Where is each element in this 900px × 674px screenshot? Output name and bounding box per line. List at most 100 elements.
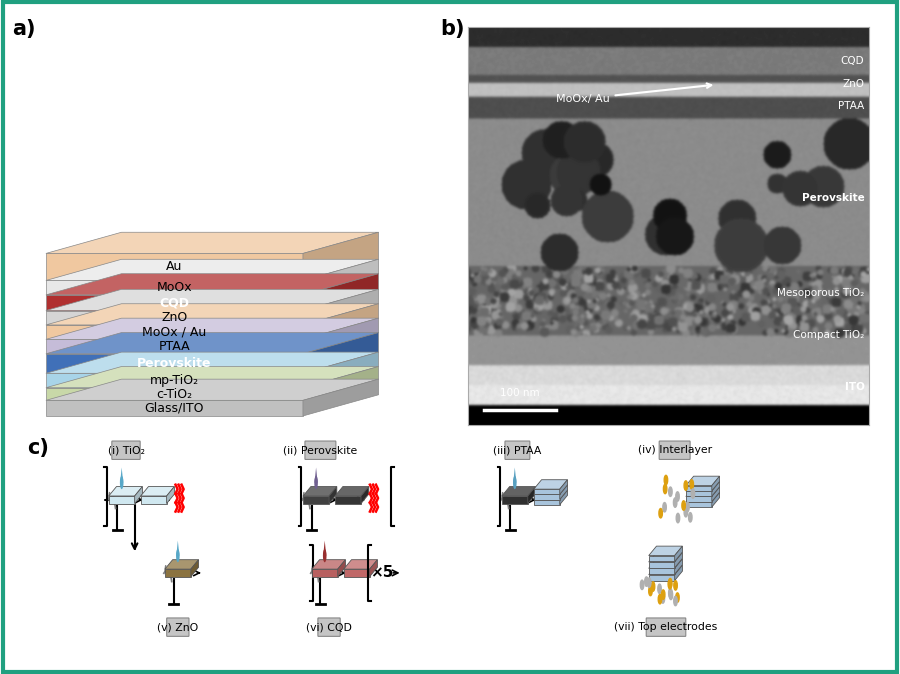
Polygon shape [649, 575, 675, 580]
Circle shape [663, 484, 667, 493]
Polygon shape [165, 569, 191, 577]
Polygon shape [649, 546, 682, 555]
Ellipse shape [176, 549, 180, 562]
Circle shape [662, 590, 665, 599]
Circle shape [690, 480, 694, 489]
Polygon shape [675, 546, 682, 561]
Polygon shape [46, 233, 379, 253]
Circle shape [647, 578, 651, 587]
Polygon shape [165, 559, 199, 569]
Polygon shape [303, 259, 379, 295]
FancyBboxPatch shape [659, 441, 690, 460]
Text: mp-TiO₂: mp-TiO₂ [150, 374, 199, 387]
Text: a): a) [12, 19, 35, 39]
Polygon shape [109, 496, 135, 503]
Polygon shape [534, 499, 560, 505]
Polygon shape [534, 494, 560, 499]
FancyBboxPatch shape [166, 618, 189, 636]
Circle shape [676, 492, 680, 501]
Polygon shape [686, 476, 720, 485]
Circle shape [658, 584, 662, 594]
Circle shape [684, 481, 688, 490]
Text: b): b) [440, 19, 464, 39]
Text: ZnO: ZnO [842, 79, 865, 89]
Polygon shape [361, 487, 369, 503]
Circle shape [674, 596, 677, 606]
Polygon shape [527, 487, 536, 503]
Polygon shape [303, 379, 379, 416]
Text: (vii) Top electrodes: (vii) Top electrodes [615, 622, 717, 632]
Polygon shape [649, 565, 682, 575]
Polygon shape [176, 541, 179, 555]
Polygon shape [560, 485, 568, 499]
Ellipse shape [323, 549, 327, 562]
Polygon shape [675, 553, 682, 568]
Circle shape [691, 489, 695, 498]
Text: CQD: CQD [841, 56, 865, 66]
Polygon shape [534, 485, 568, 494]
Text: (iv) Interlayer: (iv) Interlayer [637, 446, 712, 455]
Polygon shape [166, 487, 175, 503]
Polygon shape [335, 487, 369, 496]
Polygon shape [534, 490, 568, 499]
Polygon shape [140, 487, 175, 496]
Polygon shape [120, 468, 123, 483]
Polygon shape [338, 559, 346, 577]
Polygon shape [46, 304, 379, 325]
Polygon shape [560, 490, 568, 505]
Polygon shape [686, 491, 712, 496]
Text: PTAA: PTAA [838, 102, 865, 111]
Polygon shape [513, 468, 517, 483]
Polygon shape [46, 274, 379, 295]
Polygon shape [46, 339, 303, 354]
Polygon shape [502, 487, 536, 496]
Circle shape [669, 578, 672, 588]
Text: (v) ZnO: (v) ZnO [158, 622, 199, 632]
Circle shape [662, 503, 666, 512]
Text: Compact TiO₂: Compact TiO₂ [793, 330, 865, 340]
Polygon shape [323, 541, 327, 555]
Polygon shape [46, 259, 379, 280]
Circle shape [640, 580, 644, 590]
FancyBboxPatch shape [305, 441, 336, 460]
Text: Perovskite: Perovskite [137, 357, 211, 370]
Polygon shape [502, 496, 527, 503]
Polygon shape [534, 480, 568, 489]
Polygon shape [46, 311, 303, 325]
Polygon shape [46, 289, 379, 311]
Polygon shape [46, 318, 379, 339]
Polygon shape [303, 332, 379, 373]
Polygon shape [135, 487, 142, 503]
Circle shape [658, 594, 662, 604]
Polygon shape [303, 233, 379, 280]
Polygon shape [46, 388, 303, 400]
Polygon shape [46, 354, 303, 373]
Polygon shape [649, 568, 675, 574]
Text: ZnO: ZnO [161, 311, 187, 324]
Polygon shape [560, 480, 568, 494]
Circle shape [659, 508, 662, 518]
Text: c): c) [27, 439, 49, 458]
Circle shape [686, 502, 689, 512]
Polygon shape [303, 304, 379, 339]
Polygon shape [46, 325, 303, 339]
Polygon shape [335, 496, 361, 503]
Polygon shape [46, 367, 379, 388]
Text: ×5: ×5 [370, 565, 393, 580]
Text: c-TiO₂: c-TiO₂ [157, 388, 193, 400]
Polygon shape [686, 497, 712, 501]
Polygon shape [303, 289, 379, 325]
Text: MoOx/ Au: MoOx/ Au [556, 84, 711, 104]
Polygon shape [370, 559, 377, 577]
Text: (vi) CQD: (vi) CQD [306, 622, 352, 632]
Polygon shape [649, 559, 682, 568]
Text: Mesoporous TiO₂: Mesoporous TiO₂ [778, 288, 865, 299]
Ellipse shape [513, 476, 517, 489]
Circle shape [688, 513, 692, 522]
Text: Perovskite: Perovskite [802, 193, 865, 203]
Polygon shape [303, 318, 379, 354]
Polygon shape [46, 379, 379, 400]
Polygon shape [675, 565, 682, 580]
Circle shape [669, 487, 672, 497]
Text: Au: Au [166, 260, 183, 274]
